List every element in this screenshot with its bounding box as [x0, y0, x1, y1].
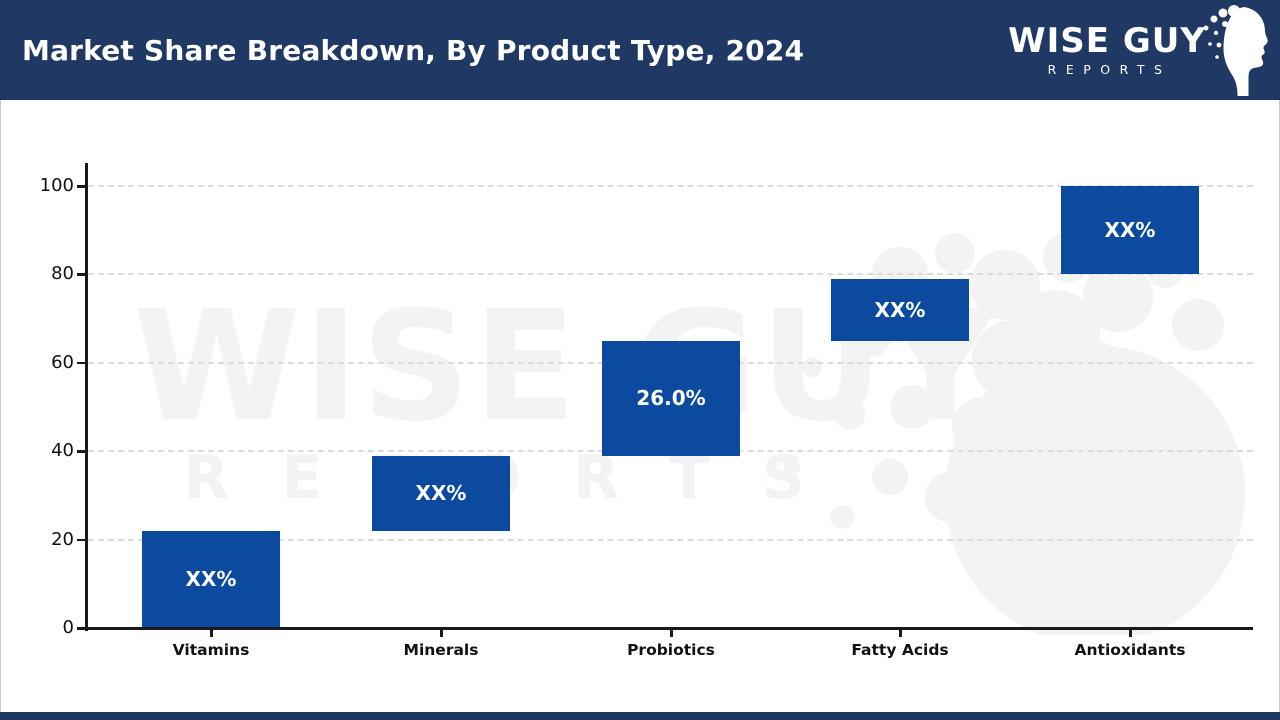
- bar-value-label: XX%: [415, 481, 467, 506]
- x-tick-fatty-acids: [899, 629, 902, 637]
- category-label-vitamins: Vitamins: [172, 641, 250, 659]
- footer-bar: [0, 712, 1280, 720]
- logo-wordmark: WISE GUY: [1008, 20, 1206, 61]
- x-tick-minerals: [440, 629, 443, 637]
- gridline-80: [88, 273, 1253, 276]
- bar-value-label: XX%: [1104, 218, 1156, 243]
- wiseguy-logo: WISE GUY REPORTS: [1008, 0, 1274, 100]
- wiseguy-face-icon: [1203, 5, 1268, 96]
- y-axis-spine: [85, 163, 88, 631]
- logo-subtext: REPORTS: [1047, 61, 1172, 77]
- category-label-probiotics: Probiotics: [627, 641, 715, 659]
- bar-value-label: XX%: [874, 297, 926, 322]
- category-label-fatty-acids: Fatty Acids: [851, 641, 949, 659]
- y-tick-20: [77, 538, 85, 542]
- gridline-100: [88, 185, 1253, 187]
- bar-fatty-acids: XX%: [831, 278, 969, 341]
- gridline-20: [88, 538, 1253, 541]
- category-label-minerals: Minerals: [403, 641, 479, 659]
- bar-value-label: 26.0%: [636, 386, 706, 411]
- x-axis-spine: [85, 627, 1253, 630]
- bar-antioxidants: XX%: [1061, 186, 1199, 275]
- bar-vitamins: XX%: [142, 530, 280, 628]
- category-label-antioxidants: Antioxidants: [1074, 641, 1186, 659]
- y-tick-100: [77, 185, 85, 188]
- y-tick-0: [77, 627, 85, 630]
- wiseguy-logo-text: WISE GUY REPORTS: [1008, 24, 1206, 77]
- y-tick-label-80: 80: [51, 263, 74, 285]
- x-tick-probiotics: [670, 629, 673, 637]
- y-tick-label-60: 60: [51, 351, 74, 373]
- y-tick-label-40: 40: [51, 440, 74, 462]
- header-bar: Market Share Breakdown, By Product Type,…: [0, 0, 1280, 100]
- y-tick-label-100: 100: [39, 175, 74, 196]
- y-tick-label-20: 20: [51, 528, 74, 550]
- bar-probiotics: 26.0%: [602, 340, 740, 456]
- y-tick-label-0: 0: [62, 617, 74, 638]
- page-title: Market Share Breakdown, By Product Type,…: [22, 33, 805, 67]
- x-tick-antioxidants: [1129, 629, 1132, 637]
- y-tick-80: [77, 273, 85, 276]
- y-tick-40: [77, 450, 85, 453]
- bar-value-label: XX%: [185, 567, 237, 592]
- bar-minerals: XX%: [372, 455, 510, 531]
- x-tick-vitamins: [210, 629, 213, 637]
- y-tick-60: [77, 361, 85, 365]
